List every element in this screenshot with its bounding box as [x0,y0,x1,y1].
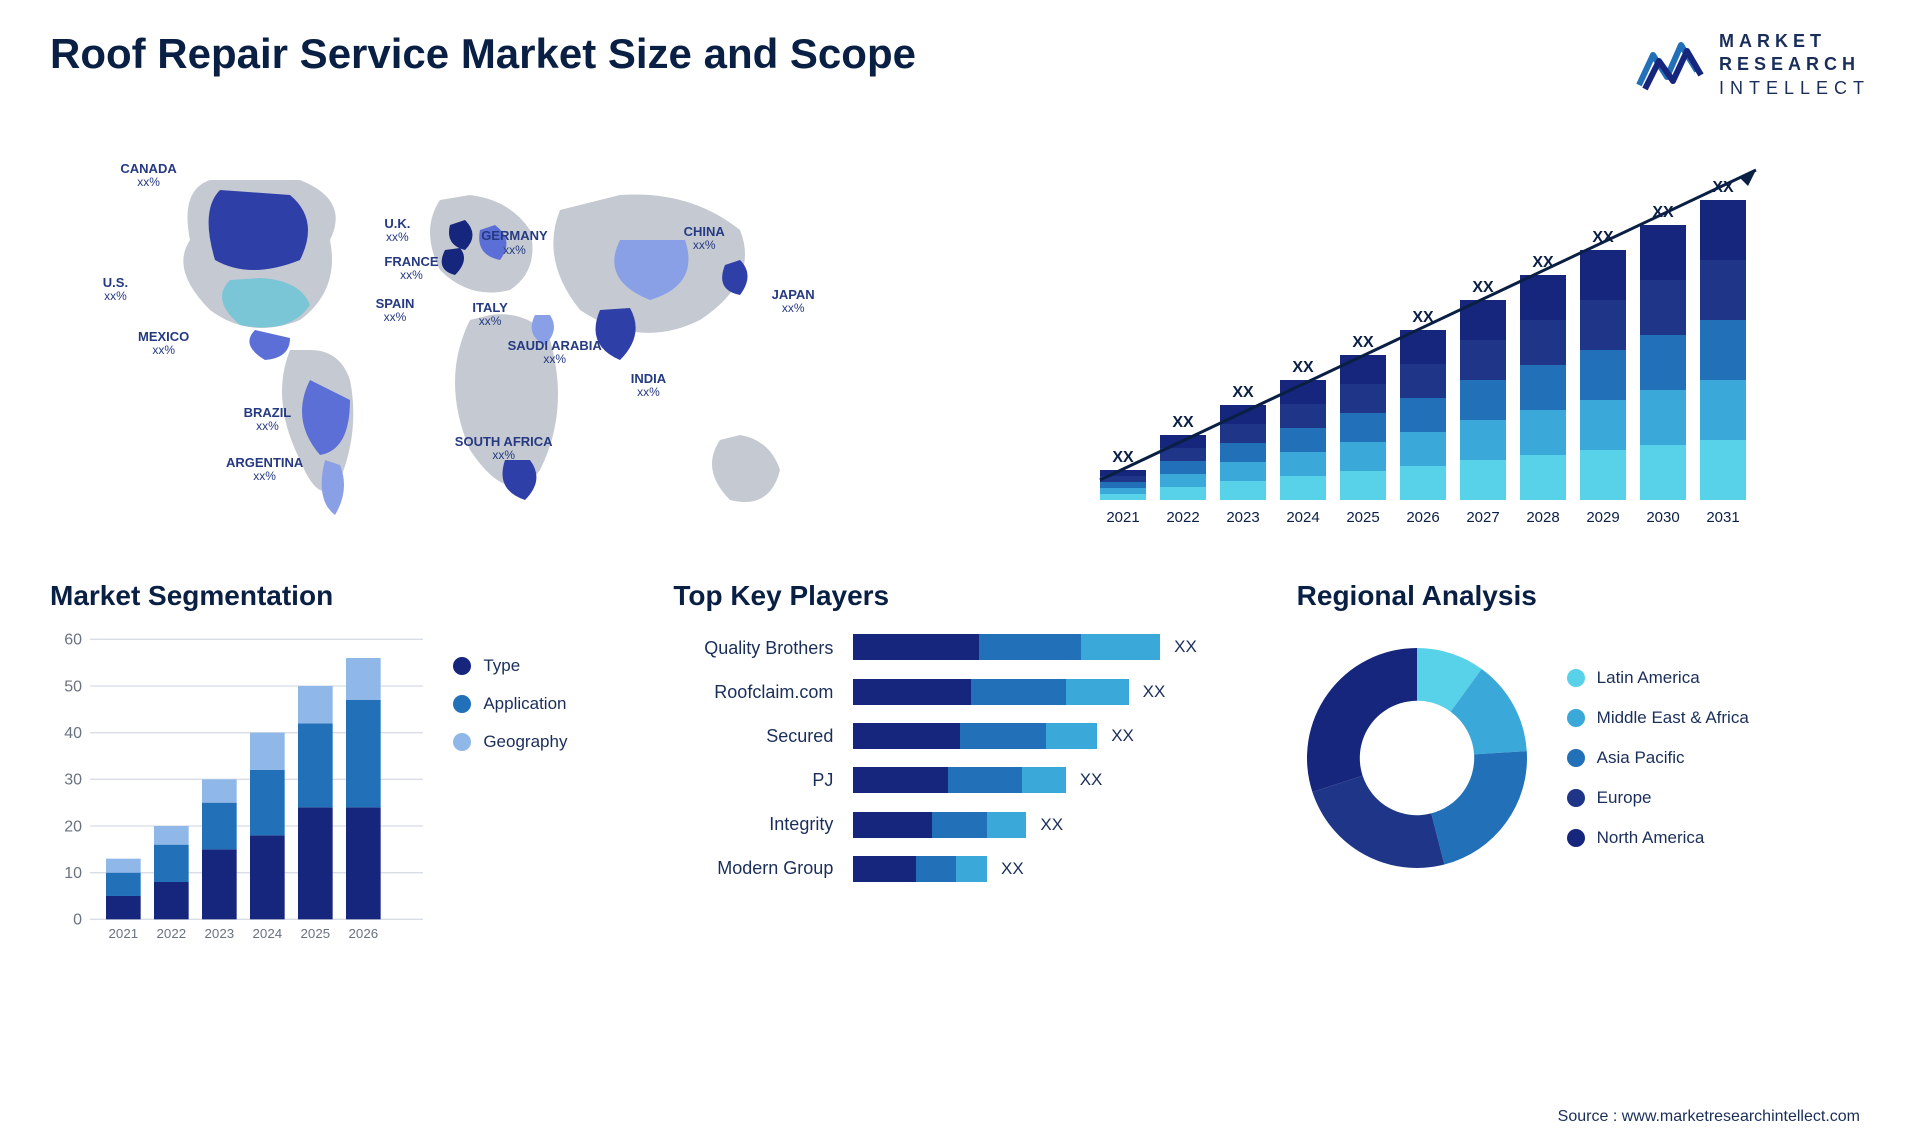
segmentation-legend: Type Application Geography [453,626,623,946]
svg-text:40: 40 [64,725,82,742]
legend-item: Europe [1567,788,1749,808]
map-label: JAPANxx% [772,288,815,315]
players-bars: XX XX XX XX XX XX [853,626,1246,890]
svg-text:60: 60 [64,632,82,649]
regional-body: Latin America Middle East & Africa Asia Pa… [1297,626,1870,890]
world-map-panel: CANADAxx% U.S.xx% MEXICOxx% BRAZILxx% ARGENT… [50,120,930,540]
map-label: CHINAxx% [684,225,725,252]
players-labels: Quality Brothers Roofclaim.com Secured PJ In… [673,626,833,890]
svg-text:2027: 2027 [1466,509,1499,526]
svg-text:2029: 2029 [1586,509,1619,526]
segmentation-title: Market Segmentation [50,580,623,612]
svg-text:2022: 2022 [1166,509,1199,526]
header: Roof Repair Service Market Size and Scop… [50,30,1870,100]
svg-text:XX: XX [1292,359,1314,376]
bottom-row: Market Segmentation 01020304050602021202… [50,580,1870,890]
legend-item: Latin America [1567,668,1749,688]
map-label: GERMANYxx% [481,229,547,256]
player-label: Roofclaim.com [673,682,833,703]
legend-item: Middle East & Africa [1567,708,1749,728]
map-label: SPAINxx% [376,297,415,324]
svg-text:10: 10 [64,865,82,882]
map-label: INDIAxx% [631,372,666,399]
page-title: Roof Repair Service Market Size and Scop… [50,30,916,78]
legend-item: North America [1567,828,1749,848]
svg-text:XX: XX [1112,449,1134,466]
map-label: BRAZILxx% [244,406,292,433]
player-label: Secured [673,726,833,747]
player-bar: XX [853,856,1246,882]
svg-text:XX: XX [1352,334,1374,351]
map-label: SAUDI ARABIAxx% [508,339,602,366]
player-bar: XX [853,812,1246,838]
svg-text:20: 20 [64,818,82,835]
segmentation-body: 0 10 20 30 40 50 60 2021 2022 2023 2024 2025 2026 Ty… [50,626,623,946]
legend-item: Asia Pacific [1567,748,1749,768]
brand-logo: MARKET RESEARCH INTELLECT [1635,30,1870,100]
svg-text:2023: 2023 [205,926,235,941]
logo-text: MARKET RESEARCH INTELLECT [1719,30,1870,100]
svg-text:2021: 2021 [1106,509,1139,526]
map-label: ITALYxx% [472,301,507,328]
player-label: Quality Brothers [673,638,833,659]
players-title: Top Key Players [673,580,1246,612]
legend-item: Geography [453,732,623,752]
svg-text:2024: 2024 [1286,509,1319,526]
player-bar: XX [853,679,1246,705]
svg-text:2026: 2026 [348,926,378,941]
map-label: SOUTH AFRICAxx% [455,435,553,462]
map-label: FRANCExx% [384,255,438,282]
growth-chart-panel: XX2021XX2022XX2023XX2024XX2025XX2026XX20… [990,120,1870,540]
svg-text:0: 0 [73,912,82,929]
legend-item: Application [453,694,623,714]
player-label: PJ [673,770,833,791]
map-label: MEXICOxx% [138,330,189,357]
svg-text:2021: 2021 [109,926,139,941]
top-row: CANADAxx% U.S.xx% MEXICOxx% BRAZILxx% ARGENT… [50,120,1870,540]
map-label: U.S.xx% [103,276,128,303]
player-label: Modern Group [673,858,833,879]
legend-item: Type [453,656,623,676]
svg-text:XX: XX [1472,279,1494,296]
svg-text:2030: 2030 [1646,509,1679,526]
map-label: CANADAxx% [120,162,176,189]
regional-title: Regional Analysis [1297,580,1870,612]
svg-text:2025: 2025 [1346,509,1379,526]
players-body: Quality Brothers Roofclaim.com Secured PJ In… [673,626,1246,890]
regional-legend: Latin America Middle East & Africa Asia Pa… [1567,668,1749,848]
svg-text:2031: 2031 [1706,509,1739,526]
regional-donut-chart [1297,638,1537,878]
logo-icon [1635,37,1705,93]
map-label: U.K.xx% [384,217,410,244]
regional-panel: Regional Analysis Latin America Middle Ea… [1297,580,1870,890]
player-bar: XX [853,634,1246,660]
svg-text:2022: 2022 [157,926,187,941]
segmentation-bar-chart: 0 10 20 30 40 50 60 2021 2022 2023 2024 2025 2026 [50,626,423,946]
player-label: Integrity [673,814,833,835]
players-panel: Top Key Players Quality Brothers Roofclai… [673,580,1246,890]
svg-text:XX: XX [1172,414,1194,431]
map-label: ARGENTINAxx% [226,456,303,483]
svg-text:XX: XX [1232,384,1254,401]
source-attribution: Source : www.marketresearchintellect.com [1558,1108,1860,1126]
segmentation-panel: Market Segmentation 01020304050602021202… [50,580,623,890]
growth-bar-chart: XX2021XX2022XX2023XX2024XX2025XX2026XX20… [990,140,1870,540]
svg-text:30: 30 [64,772,82,789]
player-bar: XX [853,723,1246,749]
svg-text:50: 50 [64,679,82,696]
player-bar: XX [853,767,1246,793]
svg-text:2024: 2024 [253,926,283,941]
svg-text:2028: 2028 [1526,509,1559,526]
svg-text:2023: 2023 [1226,509,1259,526]
svg-text:2026: 2026 [1406,509,1439,526]
svg-text:2025: 2025 [300,926,330,941]
